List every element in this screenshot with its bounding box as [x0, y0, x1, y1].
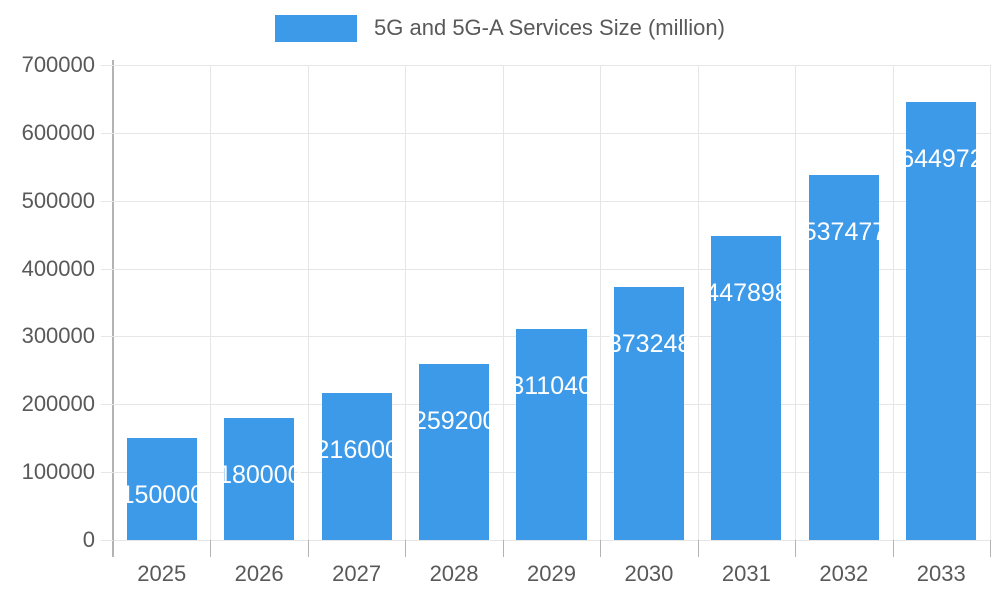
y-axis-tick-label: 100000 [21, 459, 95, 485]
x-axis-tick-mark [990, 540, 991, 557]
y-axis-tick-label: 400000 [21, 255, 95, 281]
gridline-horizontal [113, 65, 990, 66]
legend-item-label: 5G and 5G-A Services Size (million) [374, 15, 725, 40]
x-axis-tick-label: 2032 [819, 561, 869, 586]
gridline-vertical [990, 65, 991, 540]
legend-color-swatch [275, 14, 358, 42]
x-axis-tick-mark [307, 540, 309, 557]
y-axis-tick-mark [101, 540, 113, 541]
x-axis-tick-label: 2031 [721, 561, 771, 586]
bar-value-label: 447898 [705, 279, 789, 308]
bar[interactable] [808, 175, 879, 540]
bar[interactable] [224, 417, 295, 540]
bar-value-label: 537477 [802, 218, 887, 247]
gridline-horizontal [113, 132, 990, 134]
x-axis-tick-mark [405, 540, 407, 557]
bar[interactable] [906, 102, 977, 540]
y-axis-line [112, 60, 114, 557]
gridline-horizontal [113, 200, 990, 202]
gridline-horizontal [113, 268, 990, 270]
y-axis-tick-mark [101, 336, 113, 338]
x-axis-tick-mark [795, 540, 797, 557]
bar[interactable] [418, 364, 490, 540]
x-axis-tick-mark [892, 540, 894, 557]
x-axis-tick-label: 2030 [624, 561, 674, 586]
bar-value-label: 311040 [510, 371, 592, 400]
gridline-vertical [405, 65, 407, 540]
x-axis-tick-label: 2026 [234, 561, 284, 586]
y-axis-tick-mark [101, 65, 113, 66]
y-axis-tick-mark [101, 132, 113, 134]
x-axis-tick-label: 2027 [332, 561, 382, 586]
y-axis-tick-label: 600000 [21, 119, 95, 145]
x-axis-tick-mark [697, 540, 699, 557]
bar[interactable] [126, 438, 197, 540]
y-axis-tick-mark [101, 268, 113, 270]
y-axis-tick-mark [101, 200, 113, 202]
gridline-vertical [210, 65, 212, 540]
gridline-vertical [502, 65, 504, 540]
x-axis-tick-mark [502, 540, 504, 557]
x-axis-tick-label: 2033 [916, 561, 966, 586]
y-axis-tick-label: 500000 [21, 187, 95, 213]
gridline-vertical [795, 65, 797, 540]
legend-item-5g-services[interactable]: 5G and 5G-A Services Size (million) [275, 14, 725, 42]
bar[interactable] [711, 236, 782, 540]
bar[interactable] [516, 328, 587, 540]
gridline-vertical [307, 65, 309, 540]
y-axis-tick-label: 300000 [21, 323, 95, 349]
x-axis-tick-mark [113, 540, 114, 557]
x-axis-tick-label: 2025 [137, 561, 187, 586]
x-axis-tick-mark [210, 540, 212, 557]
gridline-vertical [600, 65, 602, 540]
chart-legend: 5G and 5G-A Services Size (million) [0, 10, 1000, 46]
bar[interactable] [613, 286, 685, 540]
y-axis-tick-mark [101, 404, 113, 406]
bar-value-label: 180000 [218, 460, 302, 489]
bar[interactable] [321, 393, 392, 540]
plot-area: 150000 180000 216000 259200 311040 373248 4478… [113, 65, 991, 541]
y-axis-tick-label: 0 [82, 527, 95, 552]
x-axis-tick-label: 2029 [527, 561, 576, 586]
bar-value-label: 259200 [412, 407, 497, 436]
gridline-horizontal [113, 540, 990, 541]
bar-value-label: 216000 [315, 436, 399, 465]
gridline-vertical [697, 65, 699, 540]
y-axis-tick-label: 200000 [21, 391, 95, 417]
gridline-vertical [892, 65, 894, 540]
y-axis-tick-label: 700000 [21, 52, 95, 77]
bar-value-label: 150000 [120, 481, 205, 510]
bar-value-label: 644972 [900, 145, 984, 174]
y-axis-tick-mark [101, 472, 113, 474]
x-axis-tick-label: 2028 [429, 561, 479, 586]
bar-value-label: 373248 [607, 329, 692, 358]
x-axis-tick-mark [600, 540, 602, 557]
